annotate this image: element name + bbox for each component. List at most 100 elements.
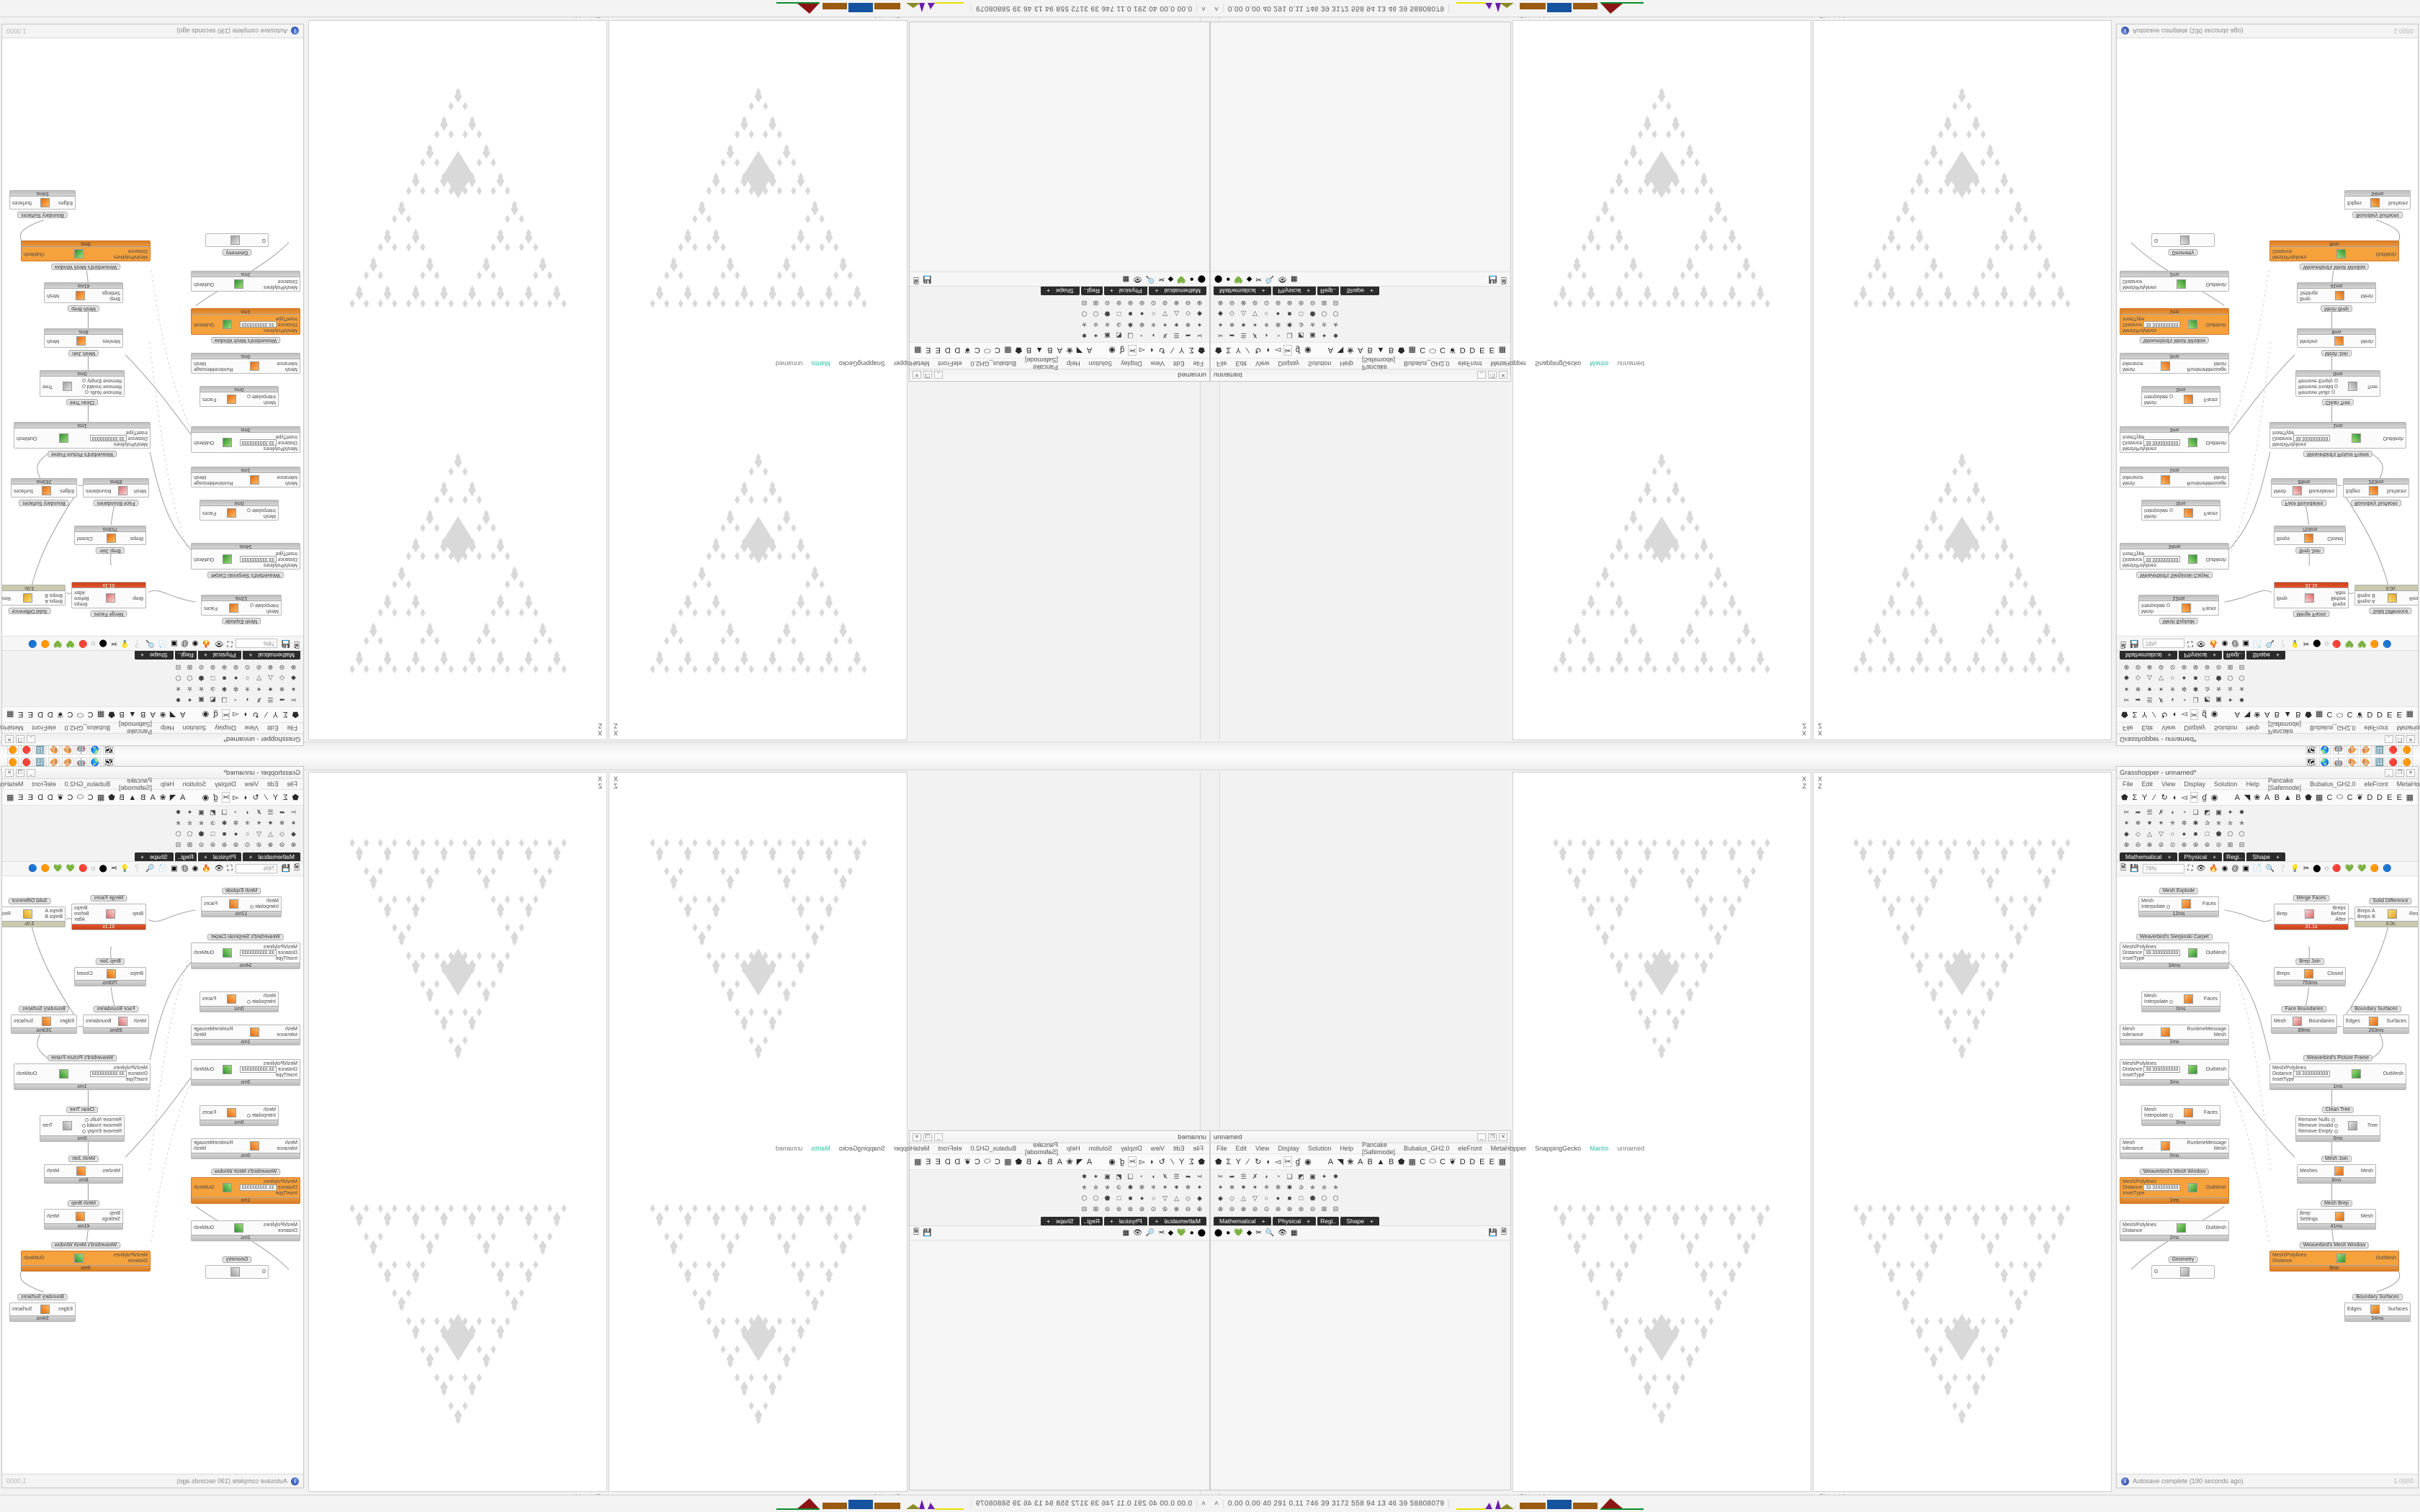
palette-component-icon[interactable]: ◩ — [1298, 332, 1304, 340]
palette-component-icon[interactable]: ⬡ — [1081, 310, 1088, 318]
ribbon-category-icon[interactable]: C — [2347, 710, 2353, 719]
gh-output-param[interactable]: OutMesh — [2205, 440, 2226, 445]
palette-component-icon[interactable]: ⊛ — [2192, 664, 2199, 672]
ribbon-category-icon[interactable]: D — [1459, 346, 1466, 355]
gh-input-params[interactable]: Mesh Interpolate — [249, 603, 279, 613]
gh-input-params[interactable]: Mesh/Polylines Distance — [264, 279, 297, 289]
gh-component[interactable]: Weaverbird's Picture Frame Mesh/Polylines… — [2269, 422, 2406, 457]
menu-item-display[interactable]: Display — [215, 780, 236, 788]
ribbon-category-icon[interactable]: D — [47, 710, 53, 719]
gh-input-param[interactable]: Brep — [102, 296, 120, 301]
palette-component-icon[interactable]: ⊖ — [2135, 664, 2141, 672]
palette-component-icon[interactable]: ⬡ — [175, 675, 182, 683]
gh-input-param[interactable]: Mesh/Polylines — [2272, 1066, 2330, 1071]
preview-blue-icon[interactable]: 🔵 — [2383, 639, 2392, 647]
gh-input-param[interactable]: Distance — [114, 248, 148, 253]
ribbon-category-icon[interactable]: E — [27, 793, 34, 802]
gh-component[interactable]: Weaverbird's Sierpinski Carpet Mesh/Polyl… — [191, 934, 300, 969]
gh-component[interactable]: Weaverbird's Mesh Window Mesh/Polylines Di… — [2269, 1242, 2399, 1272]
palette-component-icon[interactable]: ✰ — [1116, 321, 1122, 329]
menu-item-display[interactable]: Display — [1121, 1145, 1142, 1152]
palette-component-icon[interactable]: ✗ — [2158, 696, 2164, 704]
gh-input-param[interactable]: Brep — [2300, 296, 2318, 301]
ribbon-category-icon[interactable]: ▲ — [1376, 346, 1385, 355]
gh-output-params[interactable]: RuntimeMessage Mesh — [194, 1027, 233, 1038]
palette-component-icon[interactable]: ✹ — [2238, 696, 2245, 704]
ribbon-tool-icon[interactable]: Σ — [282, 710, 288, 719]
gh-input-param[interactable]: Interpolate — [246, 1113, 276, 1118]
gh-output-params[interactable]: Breps Before After — [74, 906, 89, 922]
palette-component-icon[interactable]: ◔ — [2182, 696, 2187, 703]
palette-component-icon[interactable]: ⊗ — [1173, 300, 1180, 307]
secondary-palette[interactable]: ✂ ➦ ☰ ✗ ◗ ◔ ❑ ◩ ▣ ✦ ✹ ✶ ✵ ✷ ✴ ✳ ✲ ✱ ✰ ✯ ✮ ✭ ◆ ◇ △ ▽ ○ ● ■ □ ⬟ ⬠ ⬡ ⊕ ⊖ ⊗ ⊘ ⊙ ⊚ ⊛… — [1211, 286, 1510, 342]
gh-output-params[interactable]: Result — [2409, 595, 2418, 600]
ribbon-category-icon[interactable]: ⬟ — [1015, 346, 1023, 354]
ribbon-category-icon[interactable]: ❦ — [964, 1158, 971, 1166]
palette-tab-row[interactable]: Mathematical + Physical + Regi.. Shape + — [2120, 651, 2285, 660]
gh-input-param[interactable]: Mesh/Polylines — [2123, 1179, 2180, 1184]
ribbon-category-icon[interactable]: B — [1388, 346, 1394, 355]
preview-eye-icon[interactable]: 👁 — [214, 639, 224, 647]
gh-input-param[interactable]: Interpolate — [249, 603, 279, 608]
preview-blue-icon[interactable]: 🔵 — [2383, 865, 2392, 873]
menu-item-view[interactable]: View — [2161, 724, 2176, 732]
gh-output-params[interactable]: Boundaries — [2309, 488, 2334, 493]
gh-input-params[interactable]: Mesh/Polylines Distance 33.3333333333 Inse… — [89, 430, 148, 446]
secondary-search-icon[interactable]: 🔍 — [1145, 275, 1155, 283]
grasshopper-palette[interactable]: ✂ ➦ ☰ ✗ ◗ ◔ ❑ ◩ ▣ ✦ ✹ ✶ ✵ ✷ ✴ ✳ ✲ ✱ ✰ ✯ ✮ ✭ ◆ ◇ △ ▽ ○ ● ■ □ ⬟ ⬠ ⬡ ⊕ ⊖ ⊗ ⊘ ⊙ ⊚ ⊛… — [2117, 650, 2418, 706]
grasshopper-canvas[interactable]: Mesh Explode Mesh Interpolate Faces 12ms Wea… — [2117, 39, 2418, 636]
ribbon-category-icon[interactable]: B — [1367, 346, 1373, 355]
gh-input-params[interactable]: Edges — [58, 200, 73, 205]
palette-component-icon[interactable]: ⊜ — [1116, 1205, 1122, 1212]
palette-component-icon[interactable]: ✯ — [1309, 1183, 1316, 1191]
ribbon-tool-icon[interactable]: ∕ — [1171, 1157, 1173, 1166]
gh-output-param[interactable]: OutMesh — [2205, 1067, 2226, 1072]
gh-input-param[interactable]: Edges — [60, 488, 74, 493]
gh-component[interactable]: Mesh tolerance RuntimeMessage Mesh 0ms — [2120, 1138, 2229, 1159]
gh-input-param[interactable]: Mesh/Polylines — [2123, 446, 2180, 451]
gh-output-params[interactable]: OutMesh — [194, 1185, 214, 1190]
secondary-palette[interactable]: ✂ ➦ ☰ ✗ ◗ ◔ ❑ ◩ ▣ ✦ ✹ ✶ ✵ ✷ ✴ ✳ ✲ ✱ ✰ ✯ ✮ ✭ ◆ ◇ △ ▽ ○ ● ■ □ ⬟ ⬠ ⬡ ⊕ ⊖ ⊗ ⊘ ⊙ ⊚ ⊛… — [1211, 1170, 1510, 1226]
secondary-minimize-button[interactable]: _ — [934, 1133, 943, 1141]
palette-component-icon[interactable]: ✂ — [1217, 1172, 1224, 1180]
gh-input-param[interactable]: Distance — [2123, 279, 2156, 284]
gh-input-params[interactable]: Meshes — [102, 338, 120, 343]
gh-input-param[interactable]: Mesh — [2144, 400, 2173, 405]
ribbon-category-icon[interactable]: ⬟ — [108, 710, 115, 719]
gh-boolean-toggle[interactable] — [249, 603, 254, 608]
secondary-save-icon[interactable]: 💾 — [1488, 1229, 1497, 1237]
ribbon-tool-icon[interactable]: Σ — [282, 793, 288, 802]
scissors-icon[interactable]: ✂ — [110, 865, 117, 873]
ribbon-tool-icon[interactable]: ∕ — [2154, 793, 2156, 802]
palette-component-icon[interactable]: ⬟ — [2215, 675, 2222, 683]
gh-input-param[interactable]: Remove Empty — [82, 1129, 122, 1134]
gh-output-params[interactable]: OutMesh — [194, 1067, 214, 1072]
ribbon-tool-icon[interactable]: ↻ — [2161, 793, 2168, 802]
ribbon-tool-icon[interactable]: ◉ — [2210, 793, 2218, 802]
palette-component-icon[interactable]: ⊙ — [1150, 300, 1157, 307]
secondary-save-icon[interactable]: 💾 — [1488, 275, 1497, 283]
ribbon-category-icon[interactable]: ⬭ — [2336, 711, 2344, 719]
palette-component-icon[interactable]: ● — [1139, 310, 1144, 318]
gh-output-params[interactable]: Mesh — [2361, 293, 2373, 298]
palette-component-icon[interactable]: ⊟ — [1081, 1205, 1088, 1212]
gh-output-params[interactable]: Tree — [42, 1123, 53, 1128]
palette-component-icon[interactable]: ⊟ — [175, 840, 182, 848]
gh-input-param[interactable]: tolerance — [2123, 361, 2143, 366]
secondary-grid-icon[interactable]: ▦ — [1122, 1229, 1130, 1237]
palette-component-icon[interactable]: ✹ — [1332, 1172, 1339, 1180]
palette-component-icon[interactable]: △ — [1241, 1194, 1246, 1202]
gh-output-params[interactable]: OutMesh — [17, 1071, 37, 1076]
ribbon-tool-icon[interactable]: ◅ — [2181, 793, 2187, 802]
ribbon-category-icon[interactable]: ▦ — [6, 710, 14, 719]
palette-component-icon[interactable]: ⊗ — [267, 664, 274, 672]
gh-output-params[interactable]: OutMesh — [17, 436, 37, 441]
gh-component[interactable]: Brep Join Breps Closed 753ms — [2274, 958, 2346, 986]
scissors-icon[interactable]: ✂ — [2303, 639, 2310, 647]
gh-param-value[interactable]: 33.3333333333 — [2143, 439, 2181, 446]
palette-component-icon[interactable]: △ — [2147, 829, 2152, 837]
palette-component-icon[interactable]: ◇ — [1229, 1194, 1234, 1202]
palette-component-icon[interactable]: ◩ — [210, 696, 216, 704]
preview-teal-icon[interactable]: 💚 — [2344, 865, 2354, 873]
gh-input-param[interactable]: Mesh — [134, 488, 146, 493]
